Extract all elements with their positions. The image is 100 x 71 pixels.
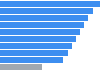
- Bar: [0, 36, 76, 42]
- Bar: [0, 43, 72, 49]
- Bar: [0, 64, 42, 70]
- Bar: [0, 50, 68, 56]
- Bar: [0, 8, 93, 14]
- Bar: [0, 29, 80, 35]
- Bar: [0, 1, 100, 7]
- Bar: [0, 22, 84, 28]
- Bar: [0, 15, 88, 21]
- Bar: [0, 57, 63, 63]
